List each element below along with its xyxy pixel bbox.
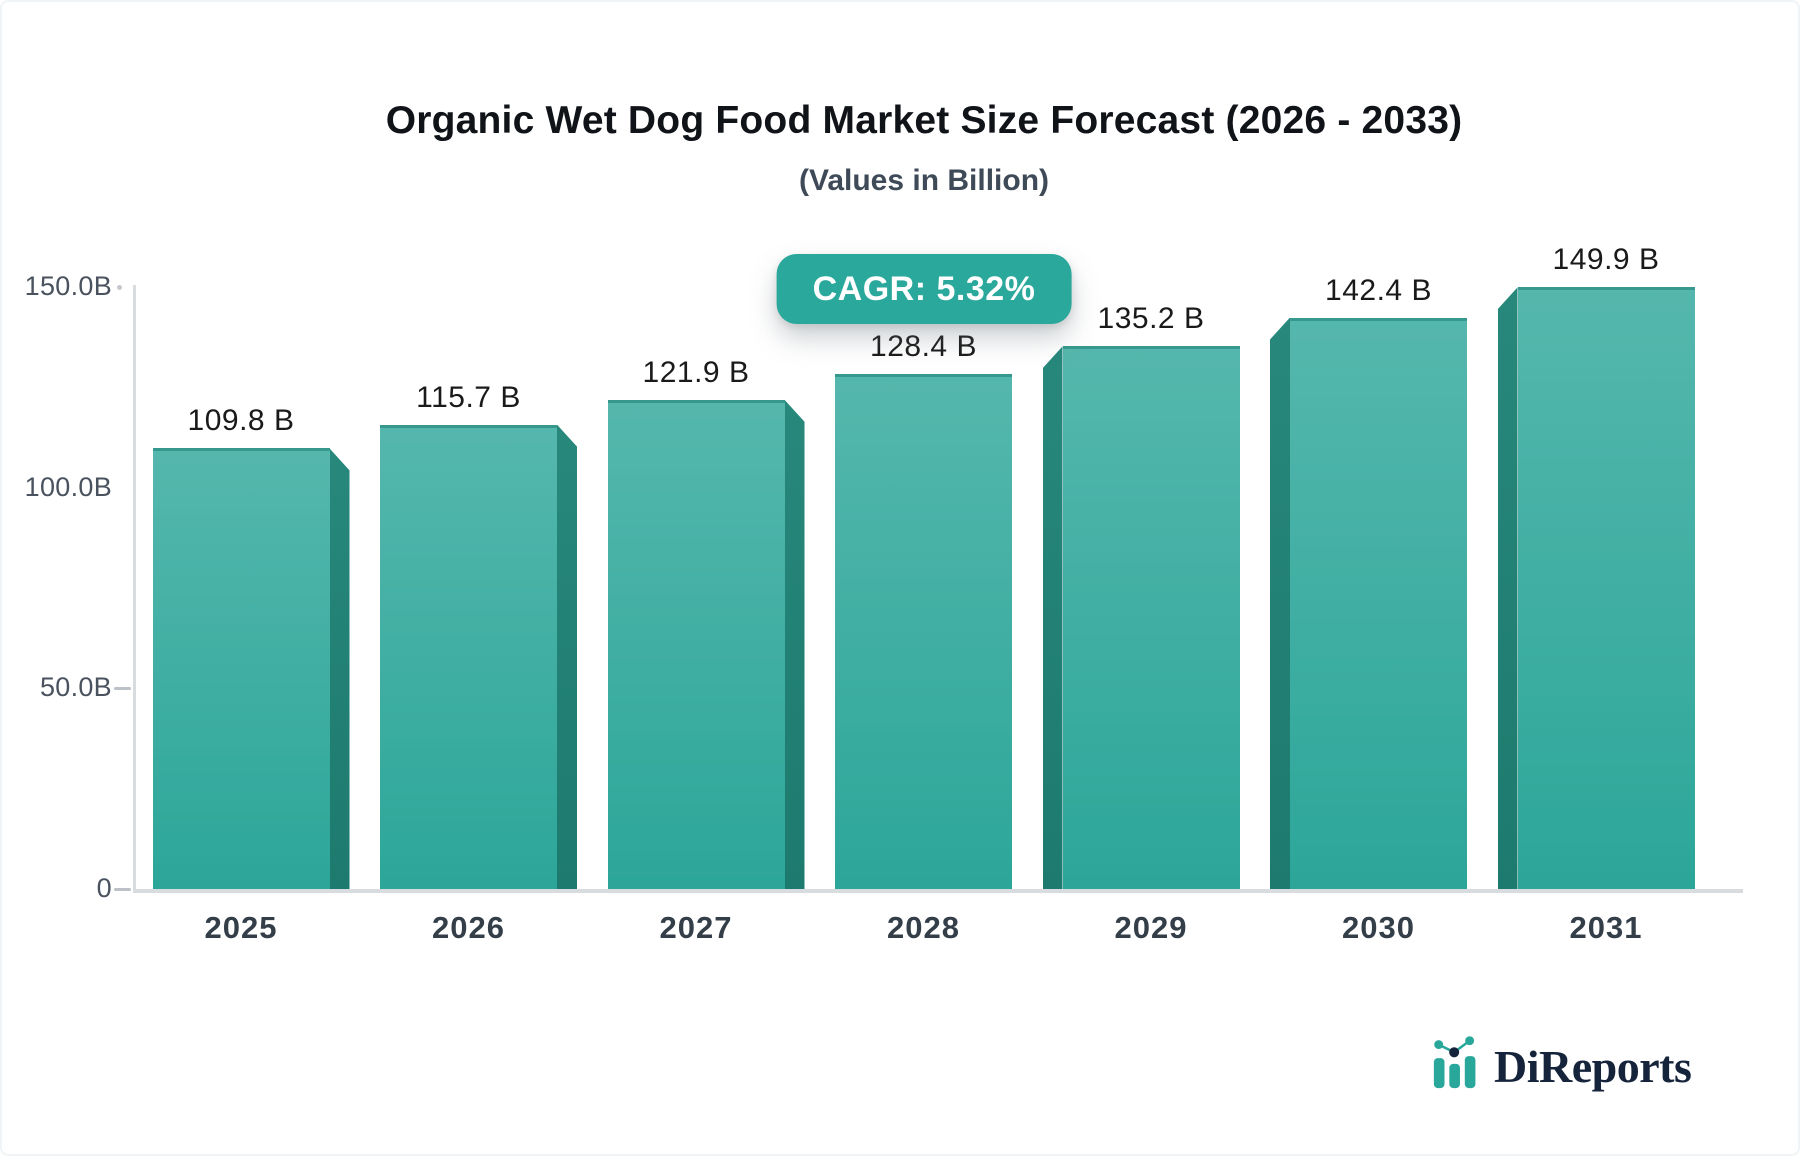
y-axis-line	[133, 285, 136, 893]
bar-2025[interactable]	[152, 448, 330, 893]
cagr-badge: CAGR: 5.32%	[776, 254, 1072, 324]
chart-title: Organic Wet Dog Food Market Size Forecas…	[385, 99, 1463, 142]
bar-value-label-2025: 109.8 B	[187, 404, 295, 438]
bar-2031[interactable]	[1517, 287, 1695, 893]
x-axis-baseline	[133, 889, 1743, 893]
y-tick-mark	[114, 888, 131, 891]
bar-side-face-2031	[1497, 287, 1518, 893]
x-axis-label-2028: 2028	[887, 910, 960, 945]
bar-value-label-2030: 142.4 B	[1325, 273, 1432, 307]
brand-name: DiReports	[1494, 1041, 1692, 1092]
bar-value-label-2027: 121.9 B	[642, 355, 750, 389]
bar-side-face-2029	[1042, 346, 1063, 893]
x-axis-label-2027: 2027	[659, 910, 733, 945]
bar-value-label-2029: 135.2 B	[1097, 302, 1205, 336]
y-tick-label-150.0B: 150.0B	[24, 271, 112, 301]
y-tick-label-0: 0	[96, 873, 112, 903]
x-axis-label-2030: 2030	[1342, 910, 1415, 945]
bar-side-face-2027	[784, 399, 805, 893]
bar-2027[interactable]	[607, 399, 785, 893]
bar-value-label-2026: 115.7 B	[416, 380, 521, 414]
bar-side-face-2025	[329, 448, 350, 893]
direports-logo-icon	[1433, 1036, 1476, 1089]
bar-2028[interactable]	[835, 373, 1012, 893]
y-tick-mark	[114, 687, 131, 691]
bar-2029[interactable]	[1062, 346, 1240, 893]
bar-value-label-2031: 149.9 B	[1552, 243, 1660, 277]
x-axis-label-2026: 2026	[432, 910, 505, 945]
x-axis-label-2029: 2029	[1114, 910, 1188, 945]
brand-watermark: DiReports	[1430, 1032, 1692, 1092]
bar-side-face-2030	[1270, 317, 1290, 893]
x-axis-label-2025: 2025	[204, 910, 278, 945]
bar-value-label-2028: 128.4 B	[870, 329, 977, 363]
bar-2026[interactable]	[380, 424, 557, 893]
bar-2030[interactable]	[1290, 317, 1467, 893]
y-tick-mark	[117, 285, 122, 290]
bar-side-face-2026	[557, 424, 577, 893]
chart-subtitle: (Values in Billion)	[798, 164, 1050, 197]
y-tick-label-100.0B: 100.0B	[24, 471, 112, 502]
x-axis-label-2031: 2031	[1569, 910, 1643, 945]
y-tick-label-50.0B: 50.0B	[39, 672, 112, 703]
